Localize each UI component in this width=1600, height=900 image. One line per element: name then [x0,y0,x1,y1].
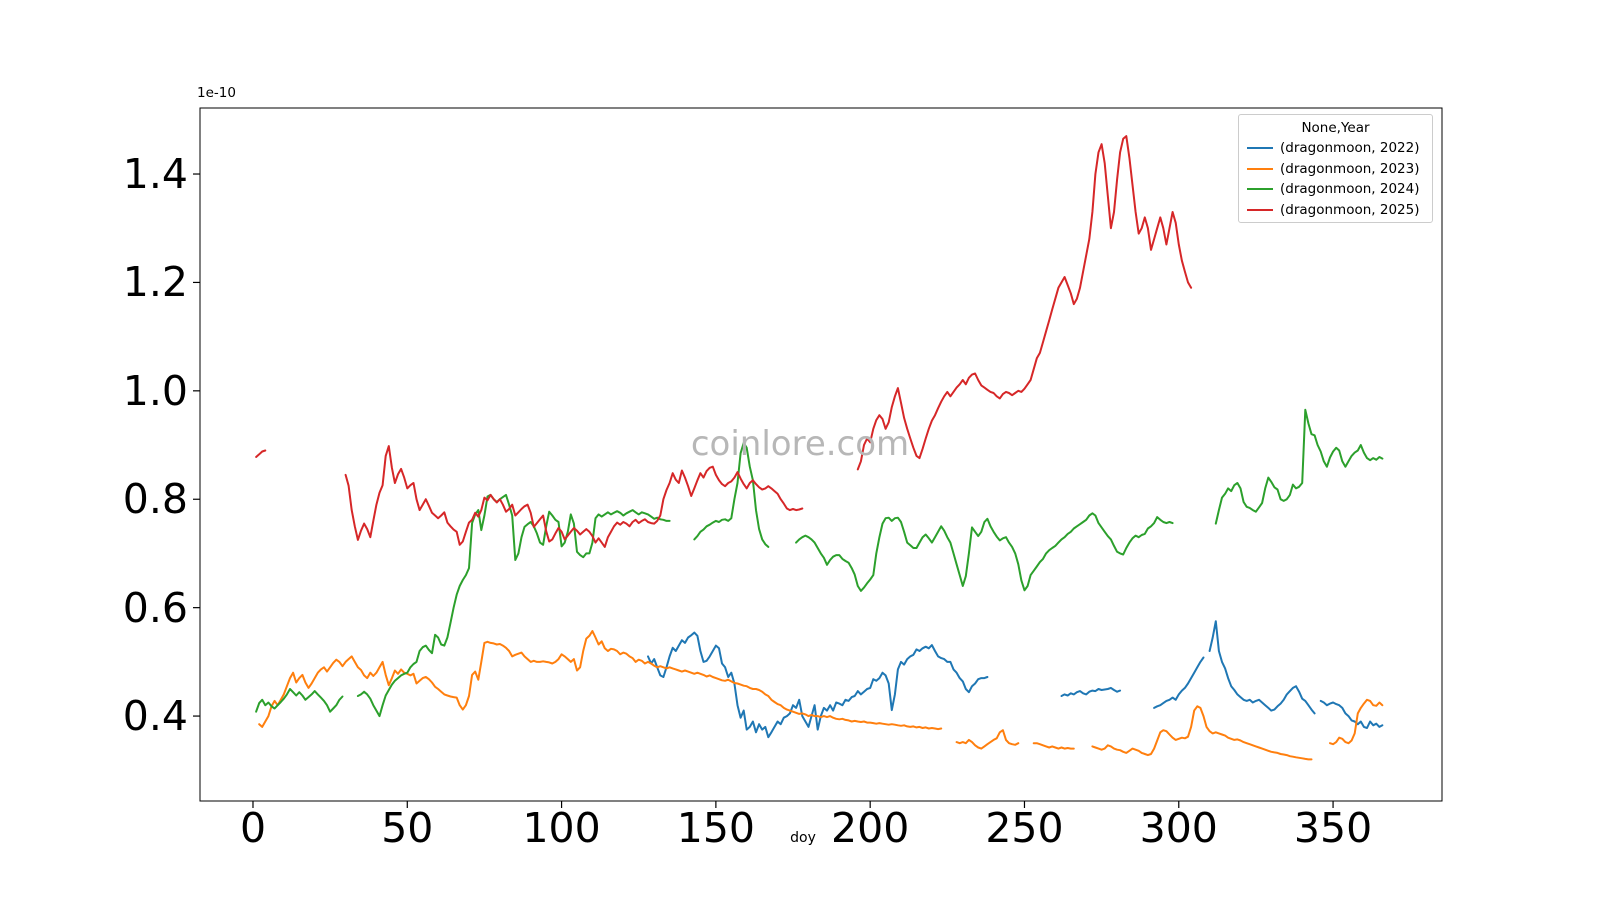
x-tick-label: 200 [831,804,910,852]
y-tick-label: 0.8 [122,475,188,524]
x-tick-label: 100 [522,804,601,852]
series-line-2023 [1329,698,1384,746]
y-axis-offset-label: 1e-10 [197,85,236,101]
y-tick-label: 0.4 [122,692,188,741]
legend-swatch-2023 [1247,167,1273,170]
legend-label: (dragonmoon, 2024) [1280,181,1420,198]
legend: None,Year (dragonmoon, 2022) (dragonmoon,… [1238,114,1433,223]
series-line-2022 [1208,620,1316,715]
series-line-2023 [1091,705,1313,761]
legend-label: (dragonmoon, 2025) [1280,201,1420,218]
y-tick-label: 1.2 [122,258,188,307]
y-tick-label: 1.4 [122,150,188,199]
legend-label: (dragonmoon, 2023) [1280,160,1420,177]
legend-row: (dragonmoon, 2022) [1247,138,1424,159]
series-line-2023 [258,630,943,731]
series-line-2022 [1060,686,1122,697]
x-tick-label: 250 [985,804,1064,852]
series-line-2025 [856,135,1193,471]
watermark: coinlore.com [690,424,910,464]
series-line-2025 [255,449,267,458]
legend-swatch-2024 [1247,188,1273,191]
x-tick-label: 150 [676,804,756,852]
series-line-2025 [344,445,804,548]
legend-label: (dragonmoon, 2022) [1280,140,1420,157]
series-line-2022 [1319,699,1384,729]
series-line-2024 [795,512,1174,592]
legend-rows: (dragonmoon, 2022) (dragonmoon, 2023) (dra… [1247,138,1424,220]
legend-row: (dragonmoon, 2023) [1247,159,1424,180]
series-line-2024 [255,688,344,713]
x-tick-label: 0 [239,804,267,852]
plot-frame [199,107,1443,802]
series-line-2023 [1032,742,1075,750]
y-tick-label: 0.6 [122,583,188,632]
legend-swatch-2025 [1247,208,1273,211]
legend-row: (dragonmoon, 2024) [1247,179,1424,200]
series-line-2022 [1153,656,1205,709]
x-tick-label: 300 [1139,804,1218,852]
legend-swatch-2022 [1247,147,1273,150]
series-line-2024 [356,493,671,718]
x-tick-label: 50 [381,804,434,852]
legend-row: (dragonmoon, 2025) [1247,200,1424,221]
legend-title: None,Year [1301,120,1370,136]
y-tick-label: 1.0 [122,366,188,415]
x-tick-label: 350 [1293,804,1373,852]
x-axis-label: doy [790,830,816,846]
series-line-2024 [693,441,770,548]
series-line-2024 [1214,408,1384,525]
series-line-2023 [955,729,1020,750]
series-line-2022 [647,631,989,739]
